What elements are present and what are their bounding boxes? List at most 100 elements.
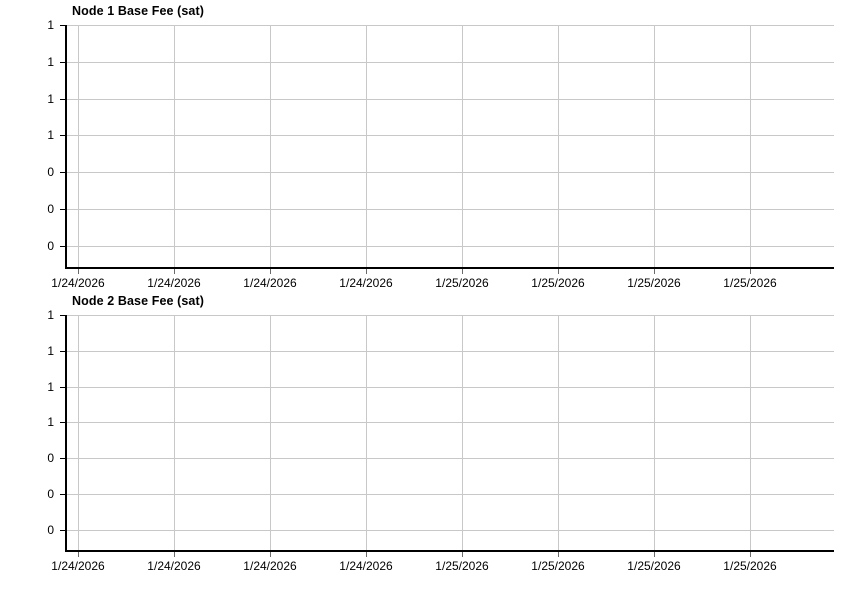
- gridline-horizontal: [66, 62, 834, 63]
- y-axis-tick-label: 1: [47, 380, 54, 394]
- gridline-horizontal: [66, 209, 834, 210]
- x-axis-tick: [558, 269, 559, 274]
- x-axis-line: [65, 267, 834, 269]
- x-axis-tick-label: 1/24/2026: [243, 559, 297, 573]
- gridline-horizontal: [66, 351, 834, 352]
- chart-title-node-2: Node 2 Base Fee (sat): [72, 294, 205, 308]
- y-axis-tick: [60, 62, 65, 63]
- plot-background: [66, 25, 834, 268]
- y-axis-tick-label: 1: [47, 128, 54, 142]
- x-axis-tick: [654, 552, 655, 557]
- y-axis-tick-label: 0: [47, 239, 54, 253]
- y-axis-tick: [60, 99, 65, 100]
- y-axis-tick-label: 1: [47, 18, 54, 32]
- gridline-vertical: [78, 315, 79, 551]
- chart-panel-node-1: Node 1 Base Fee (sat) 1 1 1 1 0 0 0 1/24/2026 1…: [0, 0, 860, 290]
- y-axis-tick-label: 0: [47, 165, 54, 179]
- x-axis-tick-label: 1/24/2026: [51, 276, 105, 290]
- gridline-horizontal: [66, 25, 834, 26]
- x-axis-tick: [174, 552, 175, 557]
- gridline-vertical: [750, 315, 751, 551]
- x-axis-tick-label: 1/24/2026: [339, 276, 393, 290]
- y-axis-tick: [60, 172, 65, 173]
- gridline-horizontal: [66, 530, 834, 531]
- x-axis-tick-label: 1/24/2026: [147, 276, 201, 290]
- x-axis-tick: [654, 269, 655, 274]
- y-axis-tick: [60, 209, 65, 210]
- x-axis-tick-label: 1/25/2026: [531, 559, 585, 573]
- x-axis-tick-label: 1/24/2026: [51, 559, 105, 573]
- x-axis-tick-label: 1/25/2026: [627, 276, 681, 290]
- x-axis-tick-label: 1/25/2026: [723, 276, 777, 290]
- gridline-vertical: [558, 25, 559, 268]
- x-axis-tick-label: 1/25/2026: [627, 559, 681, 573]
- gridline-vertical: [558, 315, 559, 551]
- gridline-horizontal: [66, 494, 834, 495]
- y-axis-tick-label: 1: [47, 415, 54, 429]
- y-axis-line: [65, 315, 67, 552]
- y-axis-tick-label: 0: [47, 523, 54, 537]
- y-axis-tick-label: 1: [47, 344, 54, 358]
- chart-title-node-1: Node 1 Base Fee (sat): [72, 4, 205, 18]
- gridline-horizontal: [66, 135, 834, 136]
- x-axis-tick-label: 1/25/2026: [723, 559, 777, 573]
- gridline-horizontal: [66, 387, 834, 388]
- y-axis-tick: [60, 315, 65, 316]
- gridline-vertical: [270, 25, 271, 268]
- x-axis-tick: [462, 269, 463, 274]
- gridline-vertical: [654, 315, 655, 551]
- x-axis-tick: [462, 552, 463, 557]
- chart-panel-node-2: Node 2 Base Fee (sat) 1 1 1 1 0 0 0 1/24/2026 1…: [0, 290, 860, 600]
- x-axis-tick-label: 1/25/2026: [435, 276, 489, 290]
- gridline-horizontal: [66, 458, 834, 459]
- y-axis-tick: [60, 422, 65, 423]
- y-axis-tick: [60, 387, 65, 388]
- gridline-vertical: [174, 315, 175, 551]
- gridline-vertical: [654, 25, 655, 268]
- y-axis-tick: [60, 351, 65, 352]
- x-axis-tick: [366, 552, 367, 557]
- plot-background: [66, 315, 834, 551]
- gridline-vertical: [366, 25, 367, 268]
- gridline-horizontal: [66, 99, 834, 100]
- gridline-vertical: [366, 315, 367, 551]
- x-axis-tick: [78, 269, 79, 274]
- gridline-vertical: [270, 315, 271, 551]
- x-axis-tick-label: 1/24/2026: [243, 276, 297, 290]
- gridline-vertical: [78, 25, 79, 268]
- y-axis-tick: [60, 530, 65, 531]
- y-axis-tick-label: 1: [47, 92, 54, 106]
- plot-area-node-2: [66, 315, 834, 551]
- x-axis-tick-label: 1/24/2026: [339, 559, 393, 573]
- x-axis-tick: [750, 269, 751, 274]
- gridline-vertical: [174, 25, 175, 268]
- y-axis-tick: [60, 246, 65, 247]
- y-axis-tick: [60, 494, 65, 495]
- x-axis-tick-label: 1/24/2026: [147, 559, 201, 573]
- gridline-vertical: [750, 25, 751, 268]
- y-axis-tick-label: 0: [47, 451, 54, 465]
- gridline-horizontal: [66, 172, 834, 173]
- x-axis-tick: [270, 552, 271, 557]
- gridline-horizontal: [66, 246, 834, 247]
- plot-area-node-1: [66, 25, 834, 268]
- x-axis-tick: [366, 269, 367, 274]
- y-axis-tick-label: 1: [47, 308, 54, 322]
- x-axis-tick: [78, 552, 79, 557]
- x-axis-tick-label: 1/25/2026: [435, 559, 489, 573]
- x-axis-tick: [174, 269, 175, 274]
- gridline-vertical: [462, 315, 463, 551]
- y-axis-tick-label: 0: [47, 487, 54, 501]
- x-axis-tick-label: 1/25/2026: [531, 276, 585, 290]
- x-axis-tick: [270, 269, 271, 274]
- gridline-horizontal: [66, 422, 834, 423]
- y-axis-line: [65, 25, 67, 269]
- gridline-vertical: [462, 25, 463, 268]
- x-axis-tick: [750, 552, 751, 557]
- y-axis-tick-label: 0: [47, 202, 54, 216]
- y-axis-tick: [60, 25, 65, 26]
- gridline-horizontal: [66, 315, 834, 316]
- y-axis-tick: [60, 458, 65, 459]
- y-axis-tick: [60, 135, 65, 136]
